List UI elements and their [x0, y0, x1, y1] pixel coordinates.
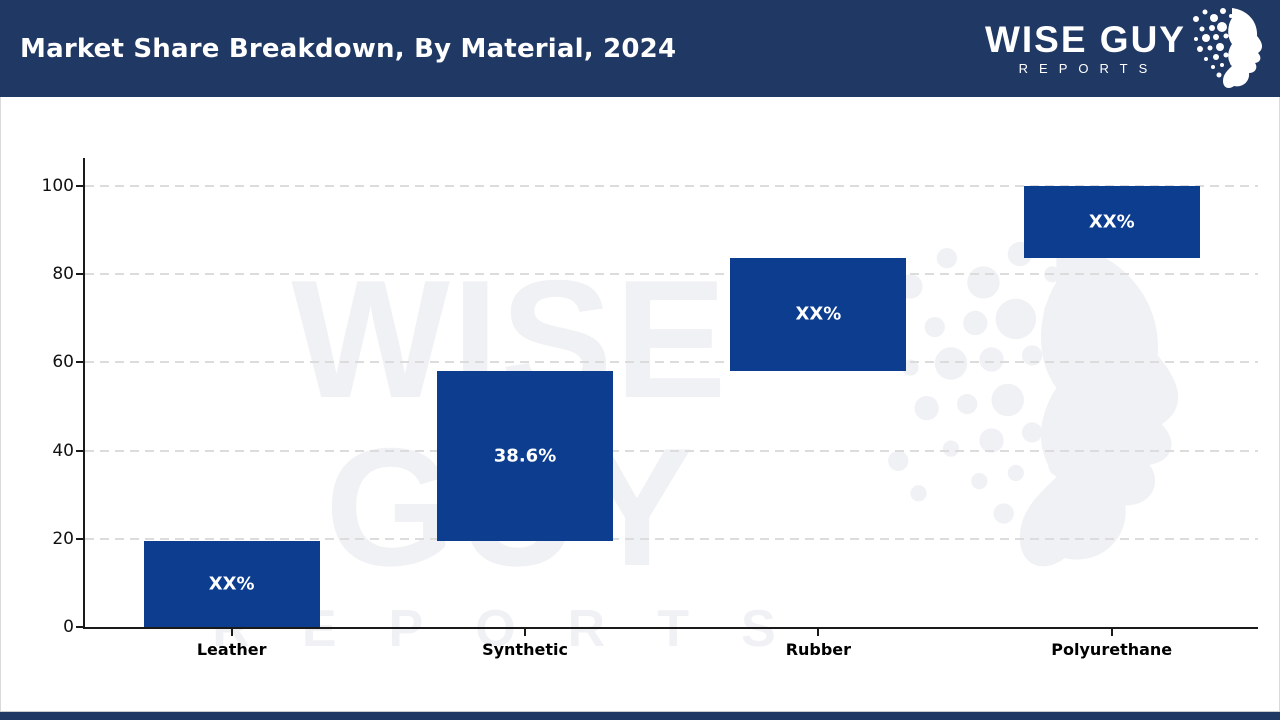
wiseguy-logo-text: WISE GUY REPORTS	[985, 21, 1186, 76]
y-tick-mark	[76, 537, 84, 540]
x-tick-label: Synthetic	[482, 640, 568, 659]
y-tick-mark	[76, 449, 84, 452]
y-gridline	[85, 449, 1258, 452]
y-tick-label: 20	[52, 528, 74, 549]
y-gridline	[85, 273, 1258, 276]
waterfall-chart: 0 20 40 60 80 100 XX% Leather 38.6% Synthetic XX% R…	[0, 97, 1280, 712]
bar-value-label: 38.6%	[493, 445, 557, 467]
y-tick-label: 100	[41, 176, 74, 196]
x-tick-mark	[230, 629, 233, 636]
y-gridline	[85, 361, 1258, 364]
x-tick-mark	[524, 629, 527, 636]
logo-wordmark: WISE GUY	[984, 19, 1186, 60]
x-axis	[83, 627, 1258, 629]
bar-value-label: XX%	[795, 303, 842, 325]
page-title: Market Share Breakdown, By Material, 202…	[20, 33, 677, 64]
x-tick-mark	[817, 629, 820, 636]
y-axis	[83, 158, 85, 629]
x-tick-label: Polyurethane	[1051, 640, 1173, 659]
logo-subtitle: REPORTS	[1018, 61, 1159, 76]
y-tick-mark	[76, 185, 84, 187]
y-gridline	[85, 185, 1258, 187]
x-tick-label: Rubber	[785, 640, 852, 659]
y-tick-label: 0	[63, 617, 74, 637]
bar-value-label: XX%	[208, 573, 255, 595]
x-tick-mark	[1110, 629, 1113, 636]
wiseguy-logo: WISE GUY REPORTS	[985, 4, 1263, 94]
bar-synthetic	[437, 370, 614, 541]
header: Market Share Breakdown, By Material, 202…	[0, 0, 1280, 97]
wiseguy-head-icon	[1188, 4, 1263, 94]
y-tick-label: 60	[52, 352, 74, 373]
bar-rubber	[730, 257, 907, 371]
y-tick-mark	[76, 361, 84, 364]
bar-leather	[143, 541, 320, 627]
bar-value-label: XX%	[1088, 211, 1135, 233]
y-tick-mark	[76, 273, 84, 276]
y-tick-label: 40	[52, 440, 74, 461]
x-tick-label: Leather	[196, 640, 267, 659]
bottom-rule	[0, 711, 1280, 712]
y-tick-label: 80	[52, 264, 74, 285]
footer-bar	[0, 712, 1280, 720]
y-tick-mark	[76, 626, 84, 628]
y-gridline	[85, 537, 1258, 540]
